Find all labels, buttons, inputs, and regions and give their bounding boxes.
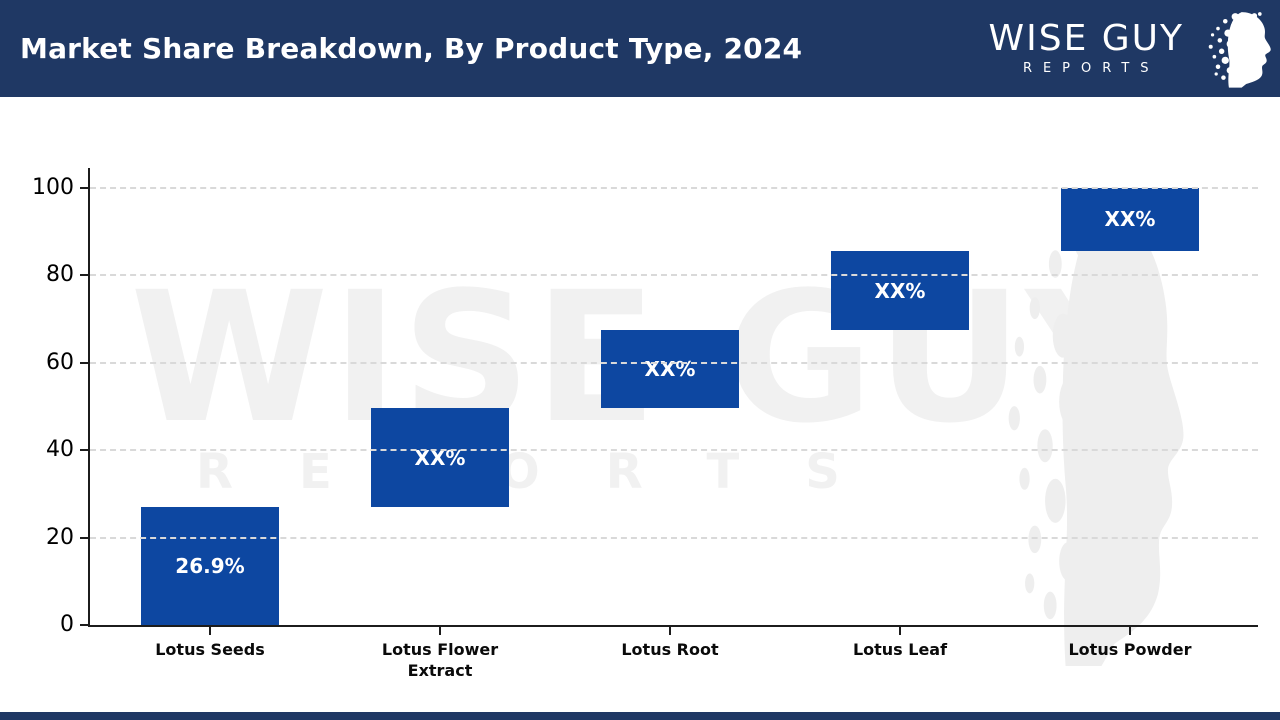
y-tick-mark	[80, 186, 88, 189]
page-title: Market Share Breakdown, By Product Type,…	[20, 32, 803, 65]
bar-lotus-seeds: 26.9%	[141, 507, 279, 625]
x-tick-mark	[899, 627, 901, 635]
x-axis-label: Lotus Seeds	[155, 640, 265, 659]
x-tick-mark	[669, 627, 671, 635]
gridline-80	[90, 274, 1258, 276]
y-tick-mark	[80, 536, 88, 539]
logo-text: WISE GUY REPORTS	[988, 18, 1185, 77]
y-tick-label: 0	[60, 612, 74, 637]
x-tick-mark	[439, 627, 441, 635]
x-axis-label: Lotus Powder	[1068, 640, 1192, 659]
y-tick-mark	[80, 449, 88, 451]
bar-value-label: XX%	[644, 357, 696, 382]
y-tick-label: 20	[46, 524, 74, 550]
watermark-subtext: REPORTS	[196, 444, 906, 500]
y-tick-label: 40	[46, 437, 74, 462]
gridline-20	[90, 536, 1258, 539]
bar-lotus-powder: XX%	[1061, 187, 1199, 251]
y-tick-mark	[80, 274, 88, 276]
x-axis-label: Lotus Leaf	[852, 640, 948, 659]
bar-lotus-flower-extract: XX%	[371, 408, 509, 508]
bar-lotus-leaf: XX%	[831, 250, 969, 331]
y-tick-label: 60	[46, 349, 74, 375]
x-tick-mark	[209, 627, 211, 635]
y-tick-mark	[80, 361, 88, 364]
wiseguy-head-icon	[1208, 11, 1271, 88]
bar-value-label: 26.9%	[175, 554, 245, 579]
bar-value-label: XX%	[874, 278, 926, 303]
bar-value-label: XX%	[1104, 207, 1156, 232]
y-tick-label: 100	[32, 174, 74, 200]
y-axis-spine	[88, 168, 90, 627]
logo-subtext: REPORTS	[1022, 61, 1160, 76]
x-axis-label: Lotus Root	[621, 640, 719, 659]
wiseguy-logo: WISE GUY REPORTS	[989, 0, 1279, 97]
y-tick-mark	[80, 624, 88, 626]
header: Market Share Breakdown, By Product Type,…	[0, 0, 1280, 97]
gridline-60	[90, 361, 1258, 364]
bar-lotus-root: XX%	[601, 330, 739, 408]
gridline-100	[90, 186, 1258, 189]
x-axis-label: Lotus Flower Extract	[381, 640, 499, 680]
logo-wordmark: WISE GUY	[988, 18, 1184, 59]
x-axis-spine	[88, 625, 1258, 627]
gridline-40	[90, 449, 1258, 451]
footer-bar	[0, 712, 1280, 720]
x-tick-mark	[1129, 627, 1131, 635]
y-tick-label: 80	[46, 262, 74, 287]
